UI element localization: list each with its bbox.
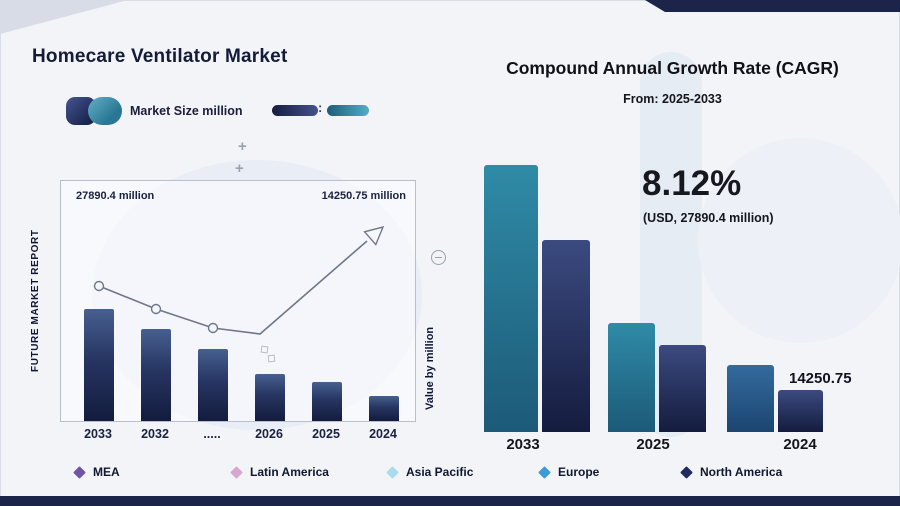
left-chart-y-axis-label: FUTURE MARKET REPORT — [30, 229, 41, 373]
max-value-label: 27890.4 million — [76, 190, 155, 202]
left-chart-plot-area: 27890.4 million 14250.75 million — [60, 180, 416, 422]
legend-item-mea: MEA — [73, 465, 120, 479]
right-x-label-2024: 2024 — [783, 436, 817, 453]
bar-2033-secondary — [542, 240, 590, 432]
legend-pill-teal — [327, 105, 369, 116]
background-circle-right — [698, 138, 900, 343]
min-value-label: 14250.75 million — [321, 190, 406, 202]
legend-label: North America — [700, 465, 783, 479]
legend-item-latin-america: Latin America — [230, 465, 329, 479]
plus-decoration: + — [235, 160, 244, 177]
bar-2025-primary — [608, 323, 655, 432]
cagr-title: Compound Annual Growth Rate (CAGR) — [506, 58, 839, 78]
left-x-label-2026: 2026 — [255, 427, 283, 441]
bar-2033 — [84, 309, 114, 421]
legend-pill-navy — [272, 105, 318, 116]
right-x-label-2025: 2025 — [636, 436, 670, 453]
minus-circle-icon — [431, 250, 446, 265]
bar-2026 — [255, 374, 285, 421]
left-x-label-2024: 2024 — [369, 427, 397, 441]
left-x-label-2033: 2033 — [84, 427, 112, 441]
bar-intermediate-years — [198, 349, 228, 421]
minus-dash — [435, 256, 442, 259]
cylinder-teal-part — [88, 97, 122, 125]
legend-diamond — [230, 465, 243, 479]
legend-diamond — [538, 465, 551, 479]
legend-label: Europe — [558, 465, 600, 479]
cagr-period: From: 2025-2033 — [623, 92, 722, 106]
top-left-corner-decoration — [0, 0, 128, 34]
trend-line-arrow — [93, 225, 385, 335]
cagr-value: 8.12% — [642, 164, 742, 203]
left-x-label-2032: 2032 — [141, 427, 169, 441]
bar-2024-secondary — [778, 390, 823, 432]
legend-label: Latin America — [250, 465, 329, 479]
bar-2025-secondary — [659, 345, 706, 432]
value-callout-2024: 14250.75 — [789, 370, 852, 387]
legend-diamond — [680, 465, 693, 479]
left-x-label-2025: 2025 — [312, 427, 340, 441]
bottom-bar-decoration — [0, 496, 900, 506]
plus-decoration: + — [238, 138, 247, 155]
right-chart-y-axis-label: Value by million — [424, 326, 436, 410]
bar-2032 — [141, 329, 171, 421]
legend-item-north-america: North America — [680, 465, 783, 479]
market-size-cylinder-icon — [66, 96, 122, 126]
bar-2033-primary — [484, 165, 538, 432]
legend-item-asia-pacific: Asia Pacific — [386, 465, 474, 479]
legend-diamond — [386, 465, 399, 479]
cagr-note: (USD, 27890.4 million) — [643, 211, 774, 225]
bar-2025 — [312, 382, 342, 421]
legend-label: MEA — [93, 465, 120, 479]
bar-2024-primary — [727, 365, 774, 432]
bar-2024 — [369, 396, 399, 421]
market-size-legend-label: Market Size million — [130, 104, 243, 118]
legend-item-europe: Europe — [538, 465, 600, 479]
legend-colon: : — [318, 100, 323, 115]
left-x-label-dots: ..... — [203, 427, 221, 441]
right-x-label-2033: 2033 — [506, 436, 540, 453]
legend-label: Asia Pacific — [406, 465, 474, 479]
square-decoration — [267, 354, 276, 363]
square-decoration — [260, 345, 269, 354]
top-right-corner-decoration — [645, 0, 900, 12]
left-chart-title: Homecare Ventilator Market — [32, 46, 288, 67]
legend-diamond — [73, 465, 86, 479]
